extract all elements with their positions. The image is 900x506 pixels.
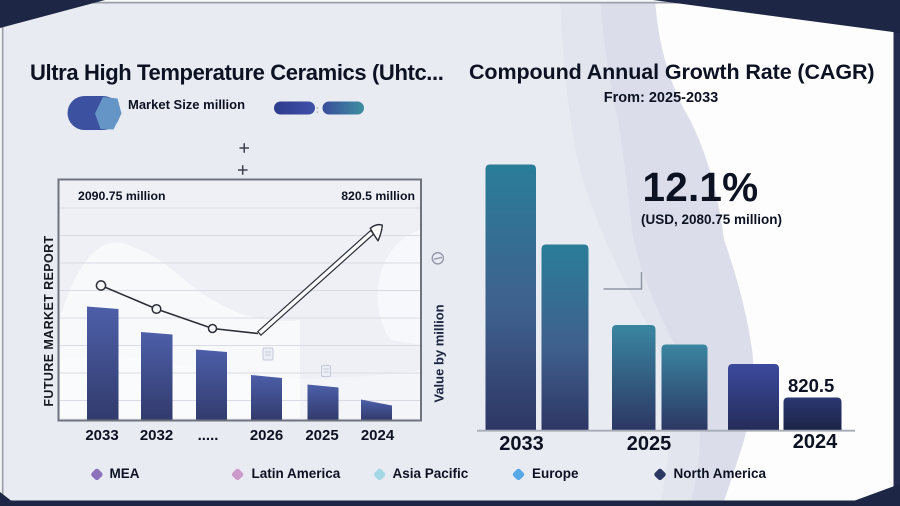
svg-text::: :: [316, 105, 319, 115]
